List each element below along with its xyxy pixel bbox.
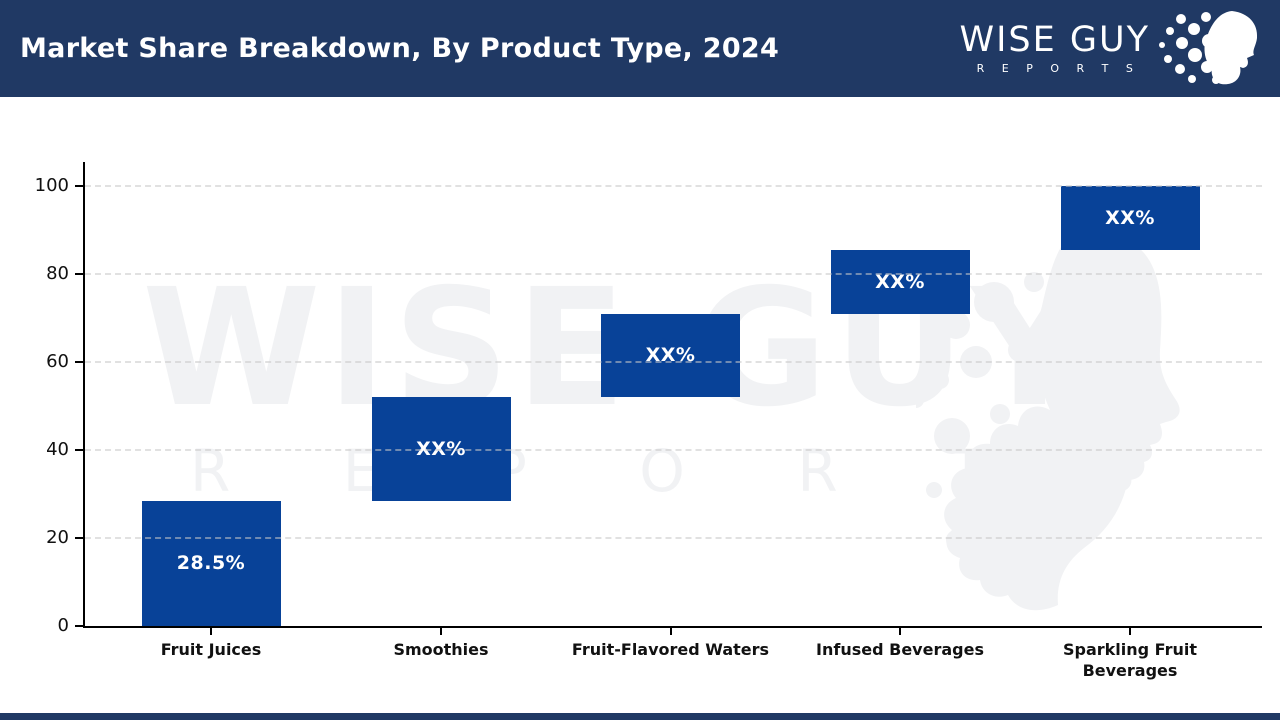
y-tick-0 [75, 625, 83, 627]
wiseguy-logo-text: WISE GUY R E P O R T S [959, 19, 1150, 75]
x-tick-4 [1129, 628, 1131, 635]
bar-infused-beverages: XX% [830, 249, 970, 314]
gridline-20 [85, 537, 1262, 539]
gridline-100 [85, 185, 1262, 187]
header-band: Market Share Breakdown, By Product Type,… [0, 0, 1280, 97]
wiseguy-head-icon [1159, 10, 1258, 84]
x-tick-3 [899, 628, 901, 635]
bar-value-label: XX% [875, 270, 925, 293]
x-axis-line [83, 626, 1262, 628]
y-tick-label-80: 80 [46, 263, 69, 284]
y-axis-line [83, 162, 85, 628]
gridline-60 [85, 361, 1262, 363]
wiseguy-logo-subtitle: R E P O R T S [976, 61, 1140, 75]
footer-band [0, 713, 1280, 720]
y-tick-label-0: 0 [57, 615, 69, 636]
x-tick-0 [210, 628, 212, 635]
gridline-40 [85, 449, 1262, 451]
bar-value-label: XX% [645, 344, 696, 367]
x-axis-label-2: Fruit-Flavored Waters [571, 640, 770, 659]
bar-fruit-juices: 28.5% [141, 500, 281, 626]
x-axis-label-0: Fruit Juices [160, 640, 262, 659]
x-tick-1 [440, 628, 442, 635]
bar-value-label: 28.5% [176, 552, 246, 575]
bar-sparkling-fruit-beverages: XX% [1060, 186, 1200, 250]
x-axis-label-4: Sparkling Fruit Beverages [1062, 640, 1197, 680]
page-title: Market Share Breakdown, By Product Type,… [20, 33, 780, 64]
bar-smoothies: XX% [371, 397, 511, 501]
y-tick-label-100: 100 [34, 175, 69, 196]
y-tick-20 [75, 537, 83, 539]
wiseguy-logo-name: WISE GUY [959, 19, 1150, 60]
y-tick-label-60: 60 [46, 351, 69, 372]
y-tick-80 [75, 273, 83, 275]
y-tick-label-40: 40 [46, 439, 69, 460]
y-tick-40 [75, 449, 83, 451]
x-axis-label-3: Infused Beverages [816, 640, 984, 659]
y-tick-60 [75, 361, 83, 363]
watermark-head-icon [916, 232, 1180, 611]
bar-value-label: XX% [416, 437, 466, 460]
x-tick-2 [669, 628, 672, 635]
y-tick-label-20: 20 [46, 527, 69, 548]
bar-fruit-flavored-waters: XX% [601, 313, 740, 398]
gridline-80 [85, 273, 1262, 275]
y-tick-100 [75, 185, 83, 187]
x-axis-label-1: Smoothies [393, 640, 489, 659]
wiseguy-logo: WISE GUY R E P O R T S [959, 7, 1262, 91]
bar-value-label: XX% [1105, 206, 1155, 229]
